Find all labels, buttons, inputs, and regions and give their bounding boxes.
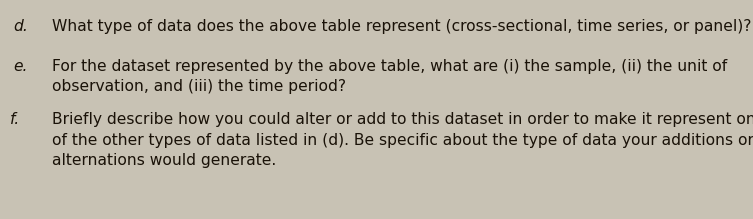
Text: alternations would generate.: alternations would generate.: [52, 153, 276, 168]
Text: observation, and (iii) the time period?: observation, and (iii) the time period?: [52, 79, 346, 95]
Text: Briefly describe how you could alter or add to this dataset in order to make it : Briefly describe how you could alter or …: [52, 112, 753, 127]
Text: of the other types of data listed in (d). Be specific about the type of data you: of the other types of data listed in (d)…: [52, 132, 753, 148]
Text: d.: d.: [13, 19, 28, 34]
Text: e.: e.: [13, 59, 27, 74]
Text: For the dataset represented by the above table, what are (i) the sample, (ii) th: For the dataset represented by the above…: [52, 59, 727, 74]
Text: f.: f.: [10, 112, 20, 127]
Text: What type of data does the above table represent (cross-sectional, time series, : What type of data does the above table r…: [52, 19, 751, 34]
